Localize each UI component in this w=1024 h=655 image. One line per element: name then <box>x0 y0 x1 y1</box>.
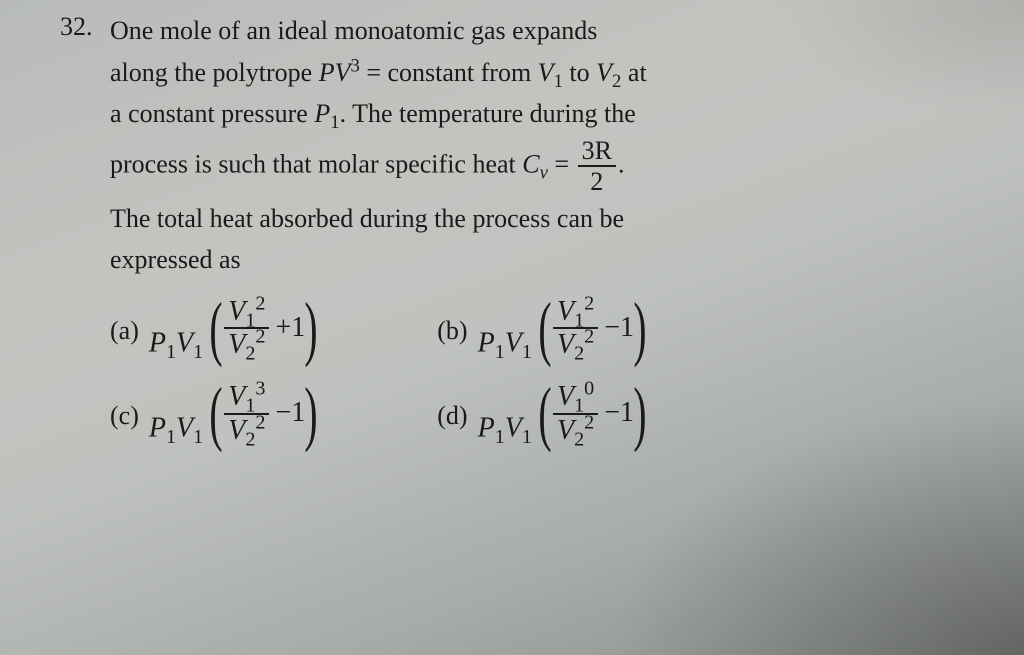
lparen-icon: ( <box>538 300 551 358</box>
lparen-icon: ( <box>538 385 551 443</box>
option-d: (d) P1V1 ( V10 V22 −1 ) <box>437 382 646 449</box>
opt-b-num-sub: 1 <box>574 310 584 332</box>
opt-d-den-V: V <box>557 415 574 446</box>
opt-c-V: V <box>176 413 193 444</box>
stem-line5: The total heat absorbed during the proce… <box>110 204 624 233</box>
opt-c-den-V: V <box>228 415 245 446</box>
opt-a-P: P <box>149 328 166 359</box>
opt-a-den-V: V <box>228 329 245 360</box>
opt-a-V: V <box>176 328 193 359</box>
opt-b-Psub: 1 <box>495 341 505 363</box>
option-c: (c) P1V1 ( V13 V22 −1 ) <box>110 382 317 449</box>
lparen-icon: ( <box>210 300 223 358</box>
opt-b-Vsub: 1 <box>522 341 532 363</box>
v1-symbol: V <box>538 58 554 87</box>
rparen-icon: ) <box>633 300 646 358</box>
stem-line1: One mole of an ideal monoatomic gas expa… <box>110 16 597 45</box>
p1-sub: 1 <box>330 113 339 134</box>
opt-d-frac: V10 V22 <box>553 382 598 445</box>
opt-a-Psub: 1 <box>166 341 176 363</box>
question-number: 32. <box>60 12 93 42</box>
opt-b-den-sup: 2 <box>584 326 594 348</box>
cv-frac-den: 2 <box>590 167 603 196</box>
v2-sub: 2 <box>612 71 621 92</box>
option-row-2: (c) P1V1 ( V13 V22 −1 ) <box>110 382 984 449</box>
opt-d-tail: −1 <box>604 393 634 434</box>
question-block: One mole of an ideal monoatomic gas expa… <box>0 0 1024 449</box>
option-row-1: (a) P1V1 ( V12 V22 +1 ) <box>110 297 984 364</box>
option-d-label: (d) <box>437 397 467 435</box>
opt-b-num-V: V <box>557 296 574 327</box>
eq-sign: = <box>548 149 576 178</box>
opt-b-tail: −1 <box>604 308 634 349</box>
option-d-expr: P1V1 ( V10 V22 −1 ) <box>478 382 646 449</box>
opt-c-Psub: 1 <box>166 426 176 448</box>
stem-line2-d: at <box>621 58 646 87</box>
opt-d-P: P <box>478 413 495 444</box>
option-b: (b) P1V1 ( V12 V22 −1 ) <box>437 297 646 364</box>
opt-b-P: P <box>478 328 495 359</box>
opt-d-num-sub: 1 <box>574 395 584 417</box>
opt-b-frac: V12 V22 <box>553 297 598 360</box>
opt-d-num-sup: 0 <box>584 378 594 400</box>
opt-d-num-V: V <box>557 381 574 412</box>
opt-b-num-sup: 2 <box>584 293 594 315</box>
stem-line2-b: = constant from <box>360 58 538 87</box>
pv-symbol: PV <box>319 58 351 87</box>
opt-c-den-sub: 2 <box>245 428 255 450</box>
rparen-icon: ) <box>633 385 646 443</box>
rparen-icon: ) <box>305 385 318 443</box>
opt-a-num-V: V <box>228 296 245 327</box>
cv-fraction: 3R2 <box>578 137 616 196</box>
opt-b-V: V <box>505 328 522 359</box>
option-c-label: (c) <box>110 397 139 435</box>
option-a-expr: P1V1 ( V12 V22 +1 ) <box>149 297 317 364</box>
stem-line6: expressed as <box>110 245 241 274</box>
option-b-label: (b) <box>437 312 467 350</box>
stem-dot: . <box>618 149 625 178</box>
p1-symbol: P <box>314 99 330 128</box>
opt-c-P: P <box>149 413 166 444</box>
opt-c-num-sup: 3 <box>255 378 265 400</box>
opt-c-frac: V13 V22 <box>224 382 269 445</box>
opt-a-num-sub: 1 <box>245 310 255 332</box>
question-stem: One mole of an ideal monoatomic gas expa… <box>110 12 984 279</box>
opt-a-frac: V12 V22 <box>224 297 269 360</box>
rparen-icon: ) <box>305 300 318 358</box>
lparen-icon: ( <box>210 385 223 443</box>
opt-a-Vsub: 1 <box>193 341 203 363</box>
opt-b-den-V: V <box>557 329 574 360</box>
opt-a-den-sub: 2 <box>245 343 255 365</box>
pv-exp: 3 <box>350 55 359 76</box>
option-b-expr: P1V1 ( V12 V22 −1 ) <box>478 297 646 364</box>
cv-sub: v <box>540 163 548 184</box>
stem-line2-a: along the polytrope <box>110 58 319 87</box>
opt-d-Vsub: 1 <box>522 426 532 448</box>
opt-c-num-V: V <box>228 381 245 412</box>
v1-sub: 1 <box>554 71 563 92</box>
stem-line4-a: process is such that molar specific heat <box>110 149 522 178</box>
opt-c-den-sup: 2 <box>255 411 265 433</box>
cv-frac-num: 3R <box>582 136 612 165</box>
opt-d-Psub: 1 <box>495 426 505 448</box>
opt-a-tail: +1 <box>275 308 305 349</box>
opt-d-den-sup: 2 <box>584 411 594 433</box>
options: (a) P1V1 ( V12 V22 +1 ) <box>110 297 984 449</box>
opt-a-num-sup: 2 <box>255 293 265 315</box>
opt-c-num-sub: 1 <box>245 395 255 417</box>
opt-d-den-sub: 2 <box>574 428 584 450</box>
stem-line3-a: a constant pressure <box>110 99 314 128</box>
opt-d-V: V <box>505 413 522 444</box>
v2-symbol: V <box>596 58 612 87</box>
option-a: (a) P1V1 ( V12 V22 +1 ) <box>110 297 317 364</box>
stem-line3-b: . The temperature during the <box>340 99 636 128</box>
option-a-label: (a) <box>110 312 139 350</box>
stem-line2-c: to <box>563 58 596 87</box>
opt-c-tail: −1 <box>275 393 305 434</box>
opt-c-Vsub: 1 <box>193 426 203 448</box>
cv-symbol: C <box>522 149 539 178</box>
option-c-expr: P1V1 ( V13 V22 −1 ) <box>149 382 317 449</box>
opt-b-den-sub: 2 <box>574 343 584 365</box>
opt-a-den-sup: 2 <box>255 326 265 348</box>
